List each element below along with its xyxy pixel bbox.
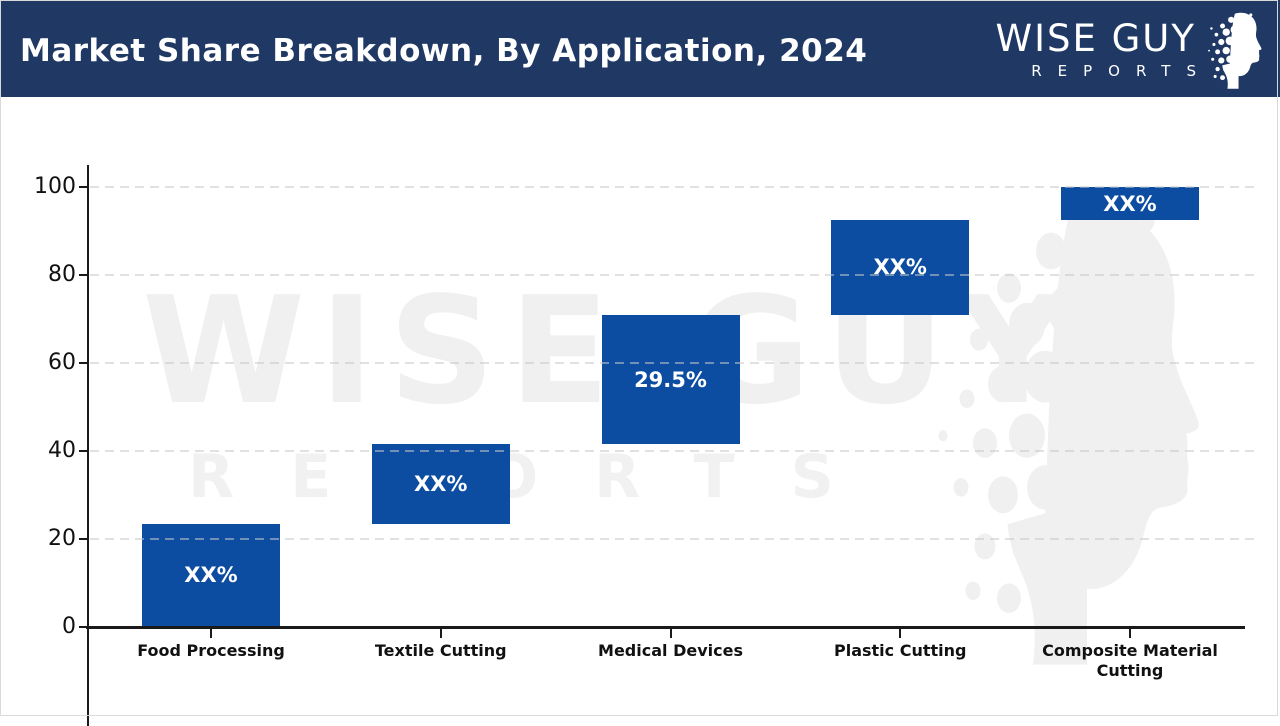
- gridline: [90, 362, 1255, 364]
- y-axis-tick: [79, 186, 88, 188]
- x-axis-tick: [899, 629, 902, 638]
- x-axis-line: [86, 626, 1245, 629]
- y-tick-label: 100: [34, 174, 76, 199]
- x-axis-tick: [669, 629, 672, 638]
- y-axis-tick: [79, 450, 88, 452]
- y-tick-label: 80: [48, 262, 76, 287]
- gridline: [90, 274, 1255, 276]
- bar-medical-devices: [601, 314, 740, 445]
- watermark-sub: REPORTS: [188, 442, 890, 512]
- logo-text: WISE GUY REPORTS: [996, 20, 1196, 79]
- category-label: Plastic Cutting: [834, 641, 967, 660]
- bar-composite-material-cutting: [1061, 187, 1199, 220]
- category-label: Textile Cutting: [374, 641, 507, 660]
- y-axis-tick: [79, 274, 88, 276]
- category-label: Medical Devices: [598, 641, 743, 660]
- bar-value-label: XX%: [873, 255, 927, 280]
- bar-value-label: 29.5%: [634, 367, 707, 392]
- wiseguy-head-icon: [1208, 12, 1262, 89]
- bar-plastic-cutting: [831, 220, 970, 315]
- category-label: Composite Material Cutting: [1042, 641, 1218, 680]
- gridline: [90, 186, 1255, 188]
- chart-area: WISE GUY REPORTS 0 20 40 60 80 100 XX% Food Pro…: [0, 97, 1280, 726]
- category-label: Food Processing: [137, 641, 285, 660]
- header-bar: Market Share Breakdown, By Application, …: [0, 0, 1280, 97]
- y-axis-tick: [79, 538, 88, 540]
- bar-food-processing: [142, 523, 280, 627]
- x-axis-tick: [210, 629, 212, 638]
- bar-value-label: XX%: [1103, 191, 1157, 216]
- wiseguy-logo: WISE GUY REPORTS: [996, 6, 1268, 92]
- gridline: [90, 450, 1255, 452]
- gridline: [90, 538, 1255, 540]
- y-tick-label: 0: [62, 614, 76, 639]
- y-axis-tick: [79, 362, 88, 364]
- x-axis-tick: [439, 629, 442, 638]
- y-tick-label: 40: [48, 438, 76, 463]
- bar-value-label: XX%: [414, 472, 468, 496]
- logo-sub-text: REPORTS: [1031, 62, 1212, 80]
- y-tick-label: 20: [48, 526, 76, 551]
- x-axis-tick: [1129, 629, 1131, 638]
- y-tick-label: 60: [48, 350, 76, 375]
- logo-brand-text: WISE GUY: [995, 17, 1196, 60]
- y-axis-tick: [79, 626, 88, 628]
- page-title: Market Share Breakdown, By Application, …: [20, 33, 868, 69]
- bar-value-label: XX%: [184, 563, 238, 588]
- bar-textile-cutting: [371, 444, 510, 524]
- y-axis-line: [87, 165, 89, 726]
